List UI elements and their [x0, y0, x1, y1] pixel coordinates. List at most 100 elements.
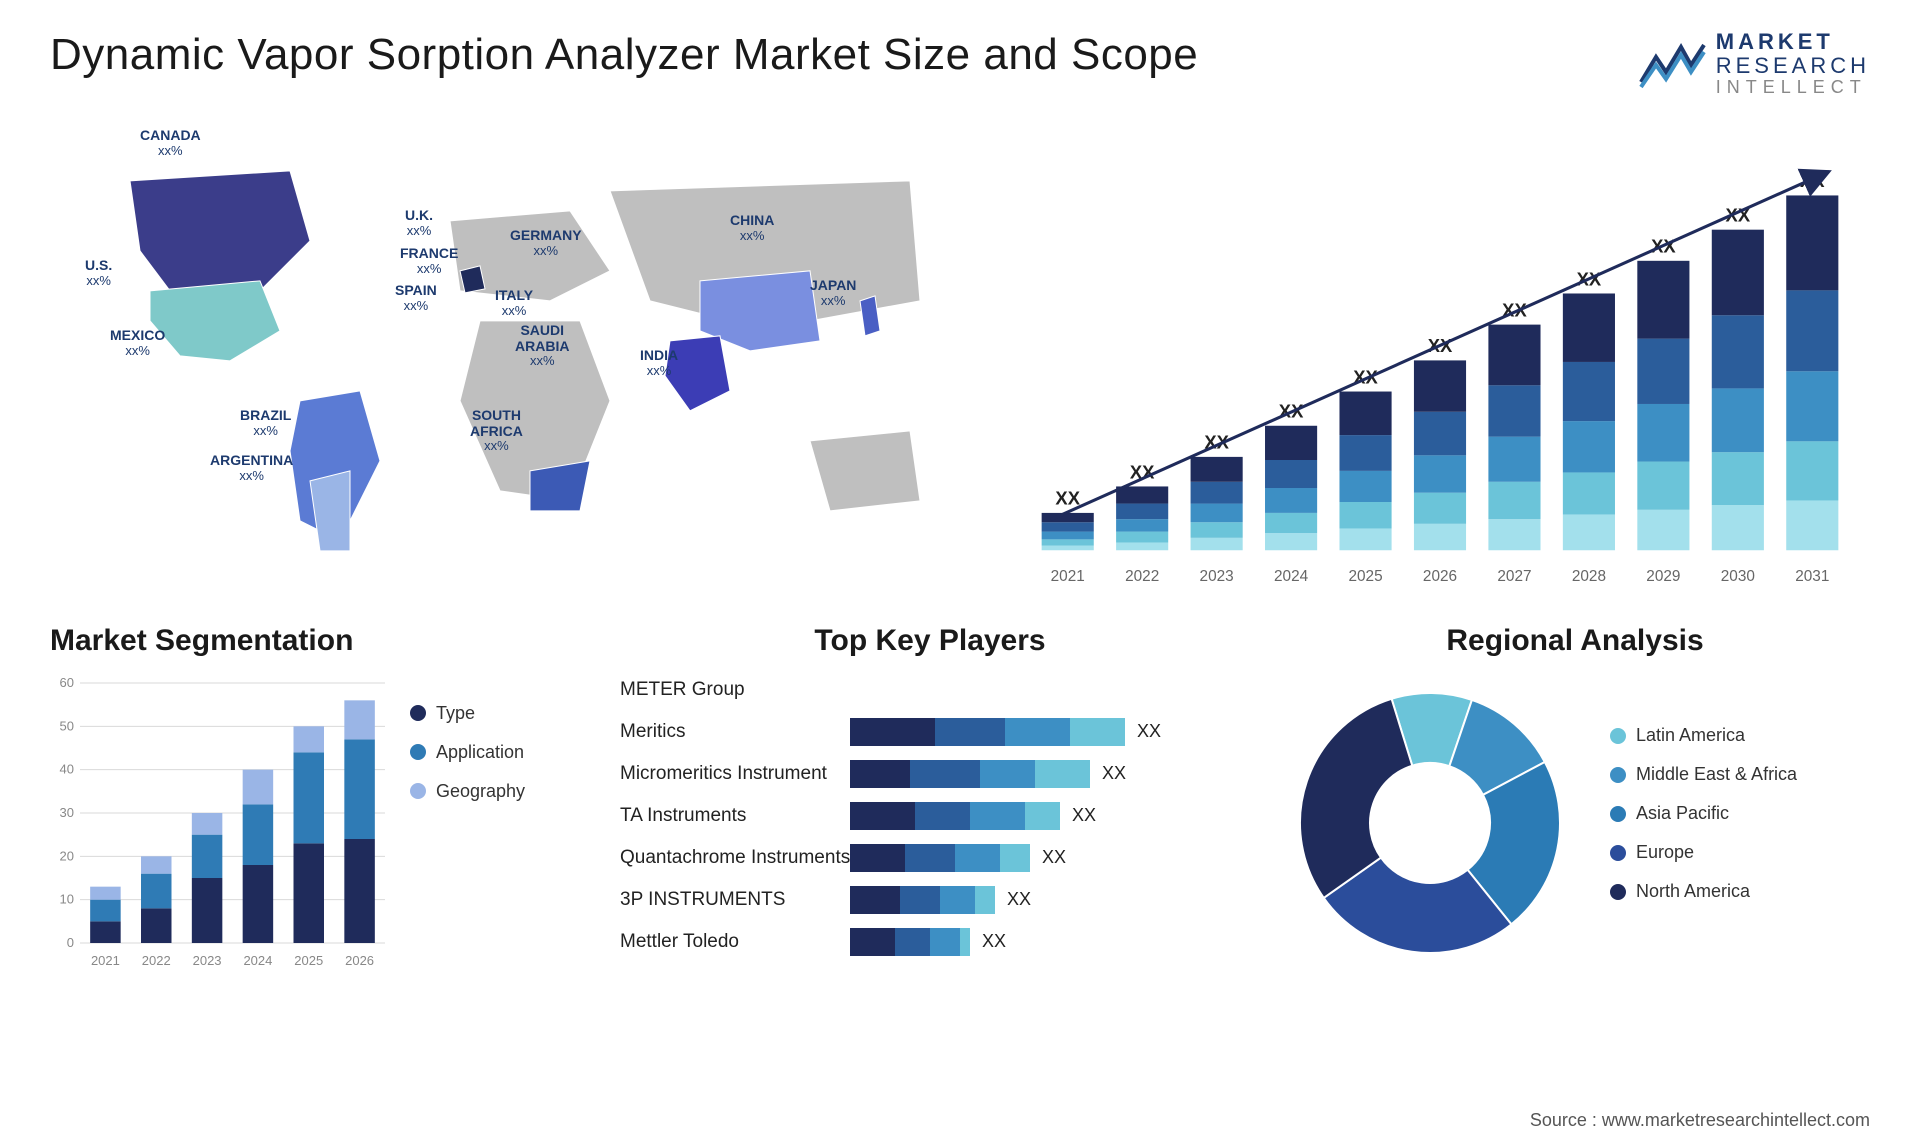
- player-row: Mettler Toledo XX: [620, 925, 1240, 959]
- legend-label: Application: [436, 742, 524, 763]
- player-value: XX: [982, 931, 1006, 952]
- player-name: Quantachrome Instruments: [620, 847, 850, 869]
- forecast-bar: [1265, 513, 1317, 533]
- player-value: XX: [1007, 889, 1031, 910]
- player-bar: [850, 760, 1090, 788]
- map-label-canada: CANADAxx%: [140, 128, 201, 158]
- forecast-bar: [1191, 482, 1243, 504]
- forecast-bar: [1116, 532, 1168, 543]
- forecast-bar: [1563, 362, 1615, 421]
- forecast-bar: [1563, 515, 1615, 551]
- forecast-bar: [1042, 513, 1094, 522]
- logo-line1: MARKET: [1716, 30, 1870, 54]
- forecast-bar: [1042, 522, 1094, 531]
- map-label-south-africa: SOUTHAFRICAxx%: [470, 408, 523, 453]
- svg-text:60: 60: [60, 675, 74, 690]
- seg-bar: [243, 804, 274, 865]
- map-label-u-k-: U.K.xx%: [405, 208, 433, 238]
- forecast-bar: [1042, 532, 1094, 540]
- seg-bar: [192, 835, 223, 878]
- forecast-bar: [1116, 504, 1168, 520]
- svg-text:50: 50: [60, 718, 74, 733]
- player-row: Quantachrome InstrumentsXX: [620, 841, 1240, 875]
- players-panel: Top Key Players METER GroupMeriticsXXMic…: [620, 624, 1240, 1126]
- seg-bar: [294, 752, 325, 843]
- forecast-year-label: 2029: [1646, 568, 1680, 585]
- map-label-germany: GERMANYxx%: [510, 228, 582, 258]
- segmentation-title: Market Segmentation: [50, 624, 580, 658]
- forecast-bar: [1563, 294, 1615, 362]
- player-row: METER Group: [620, 673, 1240, 707]
- regional-donut: [1280, 673, 1580, 973]
- map-label-mexico: MEXICOxx%: [110, 328, 165, 358]
- legend-label: Geography: [436, 781, 525, 802]
- forecast-bar: [1712, 505, 1764, 550]
- seg-bar: [344, 839, 375, 943]
- seg-legend-item: Geography: [410, 781, 580, 802]
- legend-dot-icon: [410, 783, 426, 799]
- map-label-spain: SPAINxx%: [395, 283, 437, 313]
- svg-text:2026: 2026: [345, 953, 374, 968]
- logo-line2: RESEARCH: [1716, 54, 1870, 78]
- svg-text:2024: 2024: [243, 953, 272, 968]
- svg-text:40: 40: [60, 762, 74, 777]
- forecast-bar: [1563, 473, 1615, 515]
- seg-bar: [294, 843, 325, 943]
- player-value: XX: [1072, 805, 1096, 826]
- player-name: Mettler Toledo: [620, 931, 850, 953]
- forecast-year-label: 2021: [1051, 568, 1085, 585]
- svg-text:2025: 2025: [294, 953, 323, 968]
- forecast-value-label: XX: [1055, 488, 1080, 509]
- map-region-usa: [150, 281, 280, 361]
- legend-label: North America: [1636, 881, 1750, 902]
- logo-icon: [1636, 37, 1706, 92]
- forecast-bar: [1488, 437, 1540, 482]
- logo-line3: INTELLECT: [1716, 78, 1870, 98]
- player-name: METER Group: [620, 679, 850, 701]
- forecast-year-label: 2024: [1274, 568, 1309, 585]
- forecast-bar: [1563, 421, 1615, 472]
- svg-text:30: 30: [60, 805, 74, 820]
- seg-bar: [90, 887, 121, 900]
- seg-bar: [141, 856, 172, 873]
- forecast-year-label: 2028: [1572, 568, 1606, 585]
- seg-bar: [90, 900, 121, 922]
- forecast-bar: [1265, 488, 1317, 513]
- forecast-bar: [1339, 471, 1391, 502]
- forecast-bar: [1191, 457, 1243, 482]
- world-map-panel: CANADAxx%U.S.xx%MEXICOxx%BRAZILxx%ARGENT…: [50, 108, 950, 594]
- forecast-bar: [1786, 441, 1838, 500]
- legend-label: Type: [436, 703, 475, 724]
- legend-dot-icon: [1610, 884, 1626, 900]
- forecast-bar: [1786, 291, 1838, 372]
- forecast-bar: [1637, 462, 1689, 510]
- map-label-japan: JAPANxx%: [810, 278, 856, 308]
- player-name: 3P INSTRUMENTS: [620, 889, 850, 911]
- players-list: METER GroupMeriticsXXMicromeritics Instr…: [620, 673, 1240, 959]
- seg-bar: [344, 739, 375, 839]
- seg-bar: [141, 874, 172, 909]
- forecast-year-label: 2030: [1721, 568, 1755, 585]
- forecast-year-label: 2023: [1200, 568, 1234, 585]
- seg-bar: [141, 908, 172, 943]
- legend-dot-icon: [1610, 728, 1626, 744]
- donut-slice: [1300, 699, 1412, 898]
- forecast-bar: [1414, 493, 1466, 524]
- forecast-bar: [1042, 546, 1094, 551]
- forecast-bar: [1265, 533, 1317, 550]
- forecast-bar: [1191, 504, 1243, 523]
- map-label-china: CHINAxx%: [730, 213, 774, 243]
- seg-legend-item: Type: [410, 703, 580, 724]
- forecast-year-label: 2026: [1423, 568, 1457, 585]
- legend-dot-icon: [1610, 845, 1626, 861]
- forecast-bar: [1414, 456, 1466, 493]
- player-row: MeriticsXX: [620, 715, 1240, 749]
- forecast-bar: [1042, 540, 1094, 546]
- forecast-bar: [1265, 460, 1317, 488]
- player-row: 3P INSTRUMENTS XX: [620, 883, 1240, 917]
- legend-label: Latin America: [1636, 725, 1745, 746]
- forecast-bar: [1339, 502, 1391, 528]
- legend-dot-icon: [410, 705, 426, 721]
- forecast-bar: [1191, 522, 1243, 538]
- forecast-bar: [1488, 482, 1540, 519]
